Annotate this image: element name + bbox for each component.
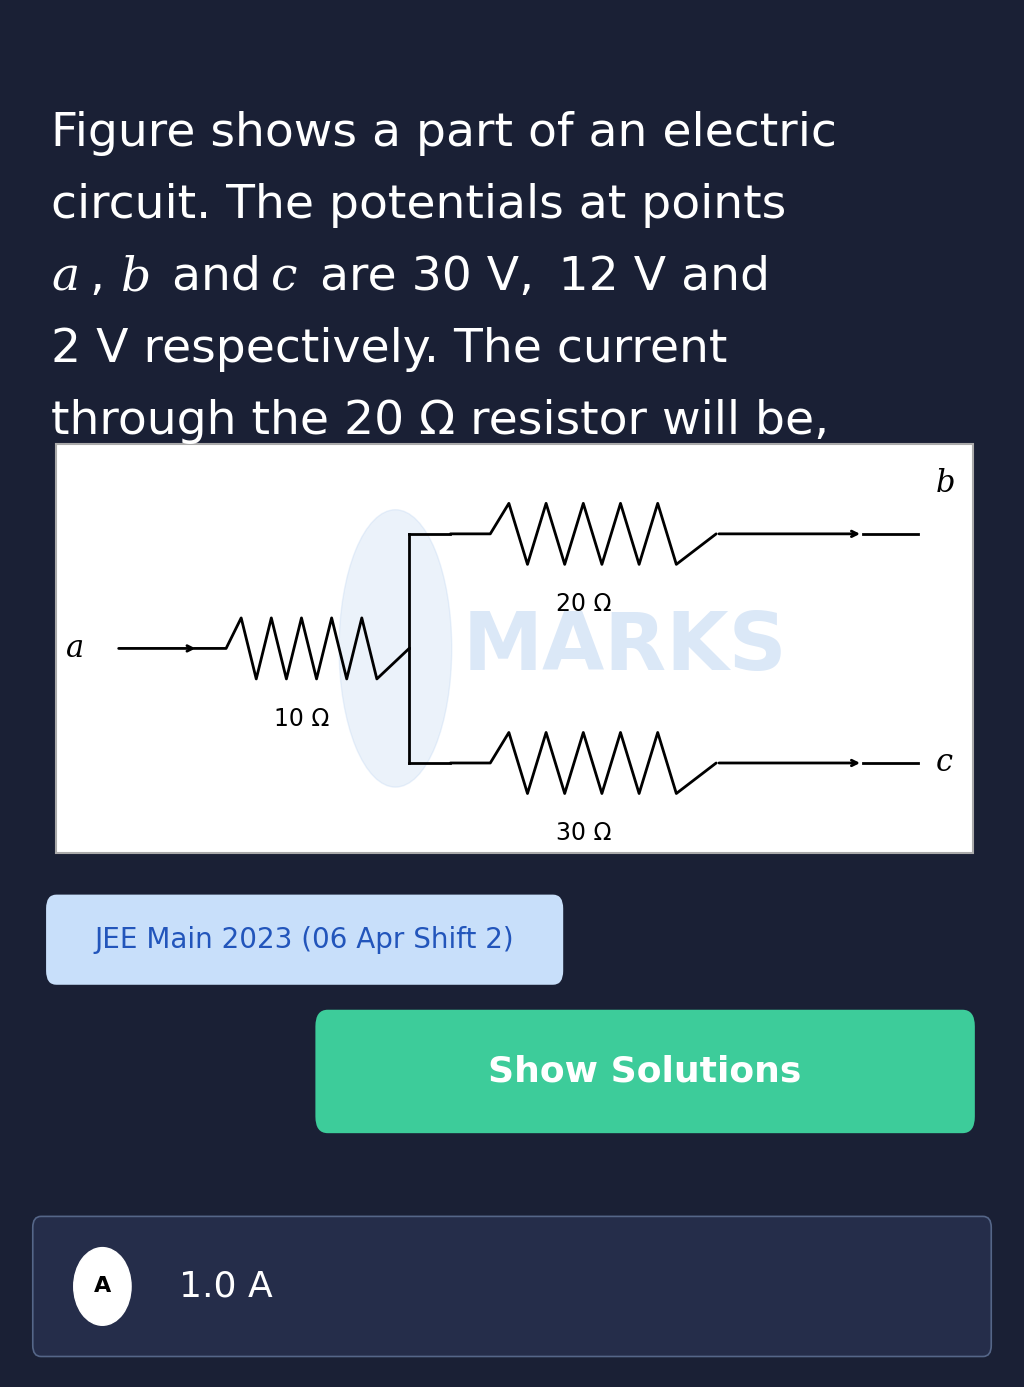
Text: are 30 V,  12 V and: are 30 V, 12 V and [305, 255, 770, 300]
FancyBboxPatch shape [315, 1010, 975, 1133]
Text: A: A [94, 1276, 111, 1297]
Text: circuit. The potentials at points: circuit. The potentials at points [51, 183, 786, 227]
Text: through the 20 Ω resistor will be,: through the 20 Ω resistor will be, [51, 399, 829, 444]
Text: 30 Ω: 30 Ω [556, 821, 611, 845]
Text: a: a [51, 255, 79, 300]
Text: and: and [157, 255, 275, 300]
FancyBboxPatch shape [33, 1216, 991, 1356]
Text: JEE Main 2023 (06 Apr Shift 2): JEE Main 2023 (06 Apr Shift 2) [95, 925, 514, 954]
Text: c: c [936, 748, 953, 778]
Text: Show Solutions: Show Solutions [488, 1054, 802, 1089]
Text: a: a [66, 632, 84, 664]
Text: b: b [121, 255, 152, 300]
Text: 20 Ω: 20 Ω [556, 592, 611, 616]
Text: Figure shows a part of an electric: Figure shows a part of an electric [51, 111, 837, 155]
FancyBboxPatch shape [46, 895, 563, 985]
Text: 2 V respectively. The current: 2 V respectively. The current [51, 327, 728, 372]
FancyBboxPatch shape [56, 444, 973, 853]
Ellipse shape [339, 510, 452, 788]
Text: 10 Ω: 10 Ω [273, 707, 329, 731]
Text: 1.0 A: 1.0 A [179, 1269, 273, 1304]
Text: ,: , [90, 255, 129, 300]
Text: c: c [271, 255, 298, 300]
Circle shape [74, 1248, 131, 1326]
Text: b: b [936, 469, 955, 499]
Text: MARKS: MARKS [462, 609, 786, 688]
